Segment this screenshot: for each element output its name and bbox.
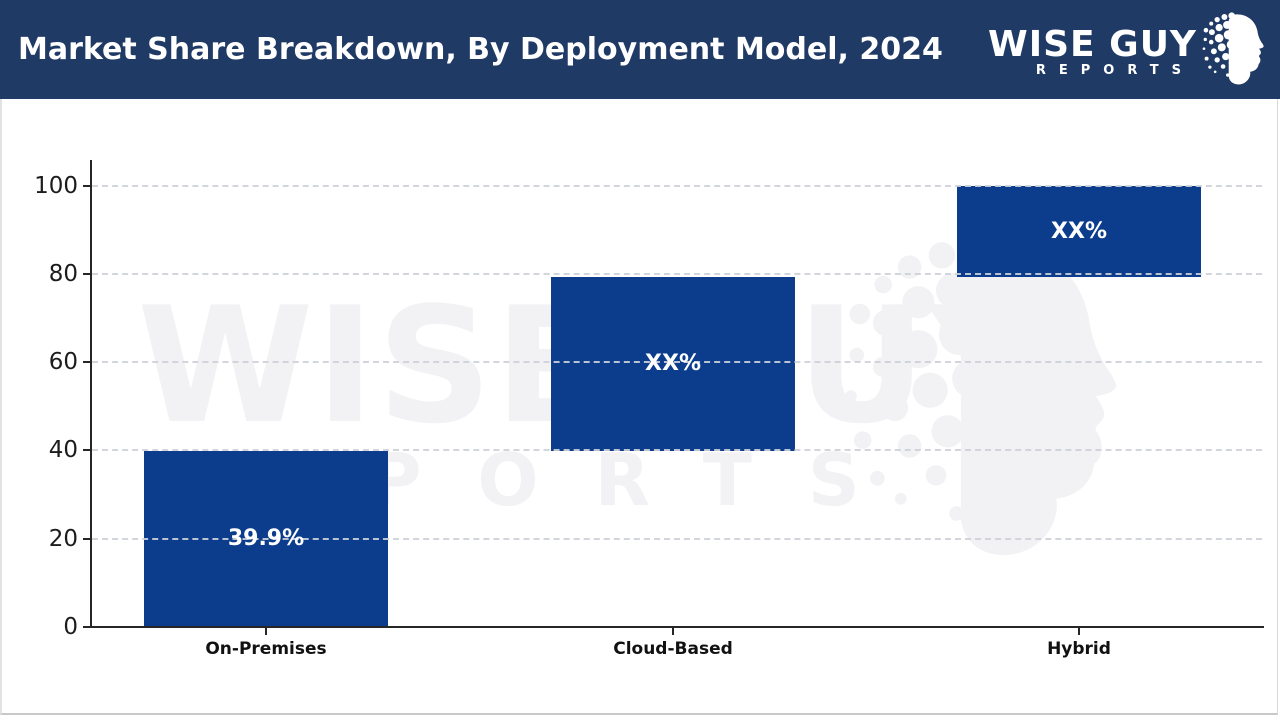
wiseguy-head-icon (1202, 12, 1264, 85)
gridline-100 (92, 184, 1262, 187)
watermark-head-icon (845, 234, 1117, 556)
x-axis-category-label-hybrid: Hybrid (1047, 639, 1111, 659)
y-axis-tick-80 (83, 272, 91, 275)
y-axis-tick-100 (83, 184, 91, 187)
x-axis-tick-hybrid (1078, 628, 1080, 635)
y-axis-line (90, 160, 92, 628)
y-axis-tick-label-100: 100 (34, 172, 78, 199)
y-axis-tick-20 (83, 537, 91, 540)
wiseguy-logo: WISE GUY REPORTS (988, 0, 1272, 99)
y-axis-tick-60 (83, 361, 91, 364)
x-axis-tick-on-premises (265, 628, 267, 635)
y-axis-tick-label-40: 40 (48, 437, 78, 464)
gridline-20 (92, 537, 1262, 540)
gridline-60 (92, 361, 1262, 364)
y-axis-tick-label-0: 0 (63, 614, 78, 640)
gridline-40 (92, 449, 1262, 452)
y-axis-tick-label-60: 60 (48, 349, 78, 376)
x-axis-line (89, 626, 1264, 628)
page-title: Market Share Breakdown, By Deployment Mo… (18, 32, 943, 67)
y-axis-tick-label-20: 20 (48, 525, 78, 552)
y-axis-tick-0 (83, 626, 91, 628)
bar-cloud-based (551, 277, 795, 451)
gridline-80 (92, 272, 1262, 275)
bar-value-label-cloud-based: XX% (645, 351, 701, 377)
chart-canvas: WISE GUY REPORTS (0, 99, 1278, 715)
logo-subtitle: REPORTS (1035, 63, 1194, 78)
x-axis-tick-cloud-based (672, 628, 674, 635)
bar-value-label-on-premises: 39.9% (227, 525, 305, 551)
y-axis-tick-label-80: 80 (48, 260, 78, 287)
bar-value-label-hybrid: XX% (1051, 218, 1107, 244)
y-axis-tick-40 (83, 449, 91, 452)
x-axis-category-label-on-premises: On-Premises (205, 639, 327, 659)
bar-hybrid (957, 185, 1201, 278)
header-band: Market Share Breakdown, By Deployment Mo… (0, 0, 1280, 99)
logo-wordmark: WISE GUY (987, 24, 1197, 65)
x-axis-category-label-cloud-based: Cloud-Based (613, 639, 733, 659)
